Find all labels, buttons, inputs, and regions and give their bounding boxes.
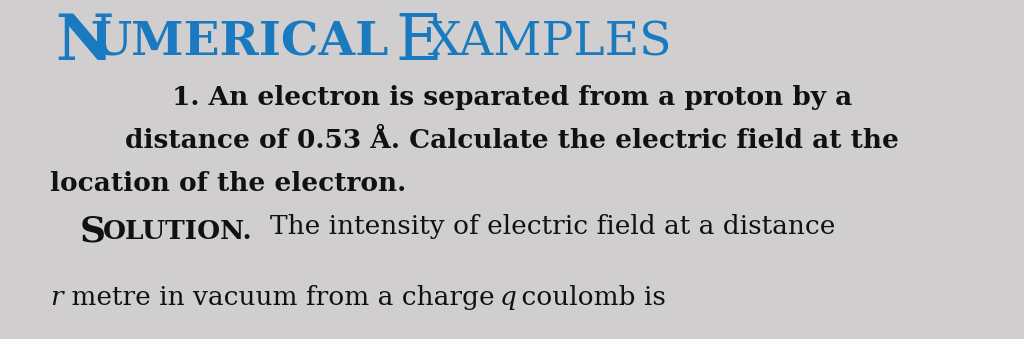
Text: metre in vacuum from a charge: metre in vacuum from a charge bbox=[63, 285, 503, 310]
Text: XAMPLES: XAMPLES bbox=[428, 20, 673, 65]
Text: location of the electron.: location of the electron. bbox=[50, 171, 407, 196]
Text: The intensity of electric field at a distance: The intensity of electric field at a dis… bbox=[270, 214, 836, 239]
Text: q: q bbox=[500, 285, 517, 310]
Text: S: S bbox=[80, 214, 106, 248]
Text: N: N bbox=[55, 12, 114, 73]
Text: UMERICAL: UMERICAL bbox=[90, 20, 388, 66]
Text: distance of 0.53 Å. Calculate the electric field at the: distance of 0.53 Å. Calculate the electr… bbox=[125, 128, 899, 153]
Text: coulomb is: coulomb is bbox=[513, 285, 666, 310]
Text: r: r bbox=[50, 285, 62, 310]
Text: E: E bbox=[395, 12, 441, 73]
Text: 1. An electron is separated from a proton by a: 1. An electron is separated from a proto… bbox=[172, 85, 852, 110]
Text: OLUTION.: OLUTION. bbox=[103, 219, 253, 244]
